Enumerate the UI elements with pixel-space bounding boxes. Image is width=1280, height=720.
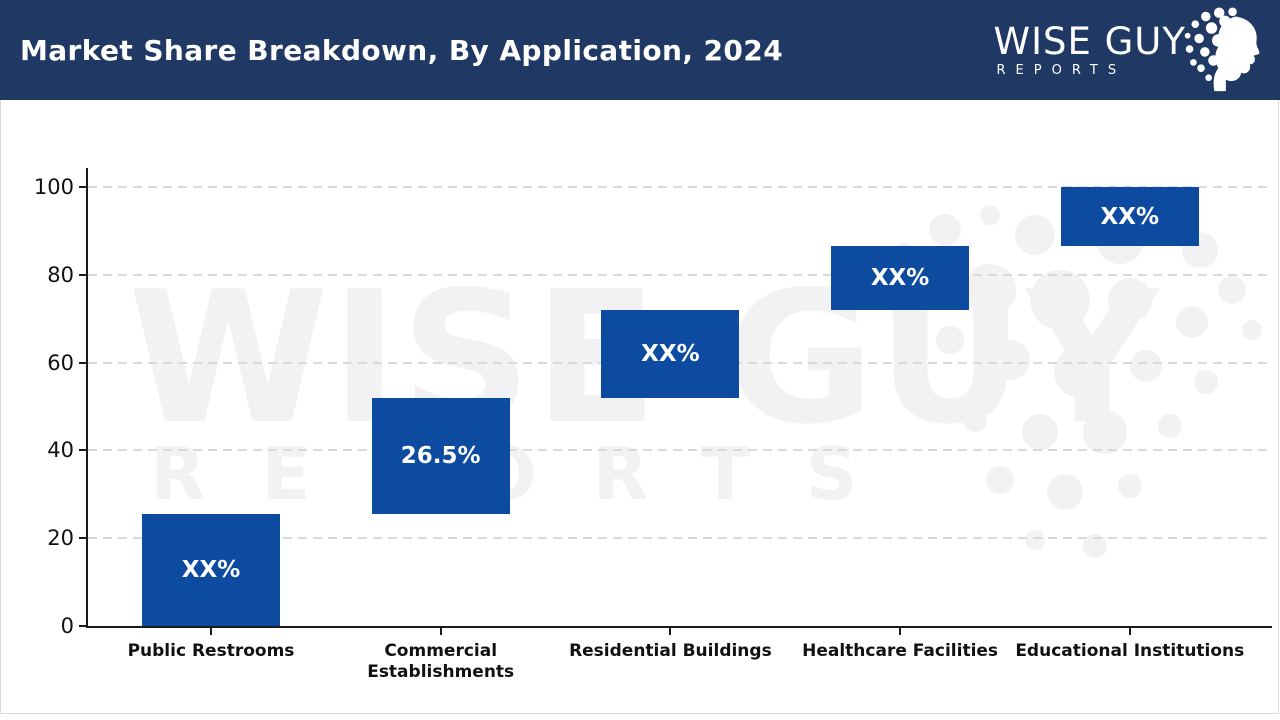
watermark-dot	[1015, 215, 1055, 255]
x-axis-category-label: Educational Institutions	[1015, 641, 1245, 661]
y-axis-tick-100	[79, 186, 87, 188]
y-axis-tick-80	[79, 273, 87, 276]
x-axis-tick	[210, 628, 212, 635]
watermark-dot	[1054, 346, 1106, 398]
x-axis-tick	[1128, 628, 1131, 635]
x-axis-line	[86, 626, 1272, 628]
x-axis-tick	[439, 628, 442, 635]
bar-healthcare-facilities: XX%	[831, 246, 970, 310]
y-axis-tick-40	[79, 449, 87, 452]
watermark-dot	[1108, 278, 1152, 322]
x-axis-category-label: Public Restrooms	[127, 641, 295, 661]
header-banner: Market Share Breakdown, By Application, …	[0, 0, 1280, 100]
watermark-dot	[1030, 270, 1090, 330]
y-axis-tick-label: 40	[47, 438, 74, 463]
x-axis-tick	[669, 628, 672, 635]
watermark-dot	[929, 214, 961, 246]
bar-residential-buildings: XX%	[601, 309, 740, 398]
page-title: Market Share Breakdown, By Application, …	[20, 33, 784, 67]
x-axis-category-label: Residential Buildings	[569, 641, 772, 661]
watermark-dot	[1242, 320, 1262, 340]
y-axis-line	[86, 168, 88, 628]
y-axis-tick-label: 80	[47, 262, 74, 287]
watermark-dot	[1022, 414, 1058, 450]
bar-value-label: XX%	[1100, 203, 1160, 230]
y-axis-tick-0	[79, 625, 87, 627]
logo-wordmark-line1: WISE GUY	[993, 20, 1186, 63]
watermark-dot	[990, 340, 1030, 380]
x-axis-tick	[899, 628, 902, 635]
y-axis-tick-label: 20	[47, 526, 74, 551]
bar-commercial-establishments: 26.5%	[371, 397, 510, 515]
x-axis-category-label: Healthcare Facilities	[802, 641, 999, 661]
gridline-y-40	[88, 449, 1272, 452]
bar-value-label: XX%	[870, 265, 930, 292]
watermark-dot	[1130, 350, 1162, 382]
y-axis-tick-label: 0	[60, 614, 74, 638]
y-axis-tick-label: 60	[47, 350, 74, 375]
watermark-dot	[1083, 410, 1127, 454]
gridline-y-100	[88, 186, 1272, 188]
watermark-dot	[1118, 474, 1142, 498]
bar-value-label: XX%	[641, 340, 700, 367]
watermark-dot	[1176, 306, 1208, 338]
watermark-wordmark-line2: REPORTS	[150, 432, 914, 516]
watermark-dot	[1194, 370, 1218, 394]
bar-public-restrooms: XX%	[142, 514, 280, 626]
logo-wordmark: WISE GUY REPORTS	[994, 23, 1186, 77]
y-axis-tick-60	[79, 361, 87, 364]
gridline-y-80	[88, 273, 1272, 276]
watermark-dot	[1025, 530, 1045, 550]
y-axis-tick-20	[79, 537, 87, 540]
watermark-dot	[1158, 414, 1182, 438]
watermark-dot	[986, 466, 1014, 494]
bar-value-label: XX%	[181, 557, 241, 584]
dotted-head-profile-icon	[1184, 7, 1260, 92]
bar-educational-institutions: XX%	[1060, 187, 1199, 247]
watermark-dot	[980, 205, 1000, 225]
x-axis-category-label: Commercial Establishments	[367, 641, 515, 682]
watermark-dot	[936, 326, 964, 354]
watermark-dot	[964, 264, 1016, 316]
logo-wordmark-line2: REPORTS	[996, 63, 1127, 78]
bar-value-label: 26.5%	[400, 442, 481, 469]
watermark-dot	[963, 408, 987, 432]
watermark-dot	[1047, 474, 1083, 510]
gridline-y-20	[88, 537, 1272, 540]
y-axis-tick-label: 100	[33, 175, 74, 199]
watermark-dot	[1218, 276, 1246, 304]
wise-guy-reports-logo: WISE GUY REPORTS	[994, 7, 1280, 93]
